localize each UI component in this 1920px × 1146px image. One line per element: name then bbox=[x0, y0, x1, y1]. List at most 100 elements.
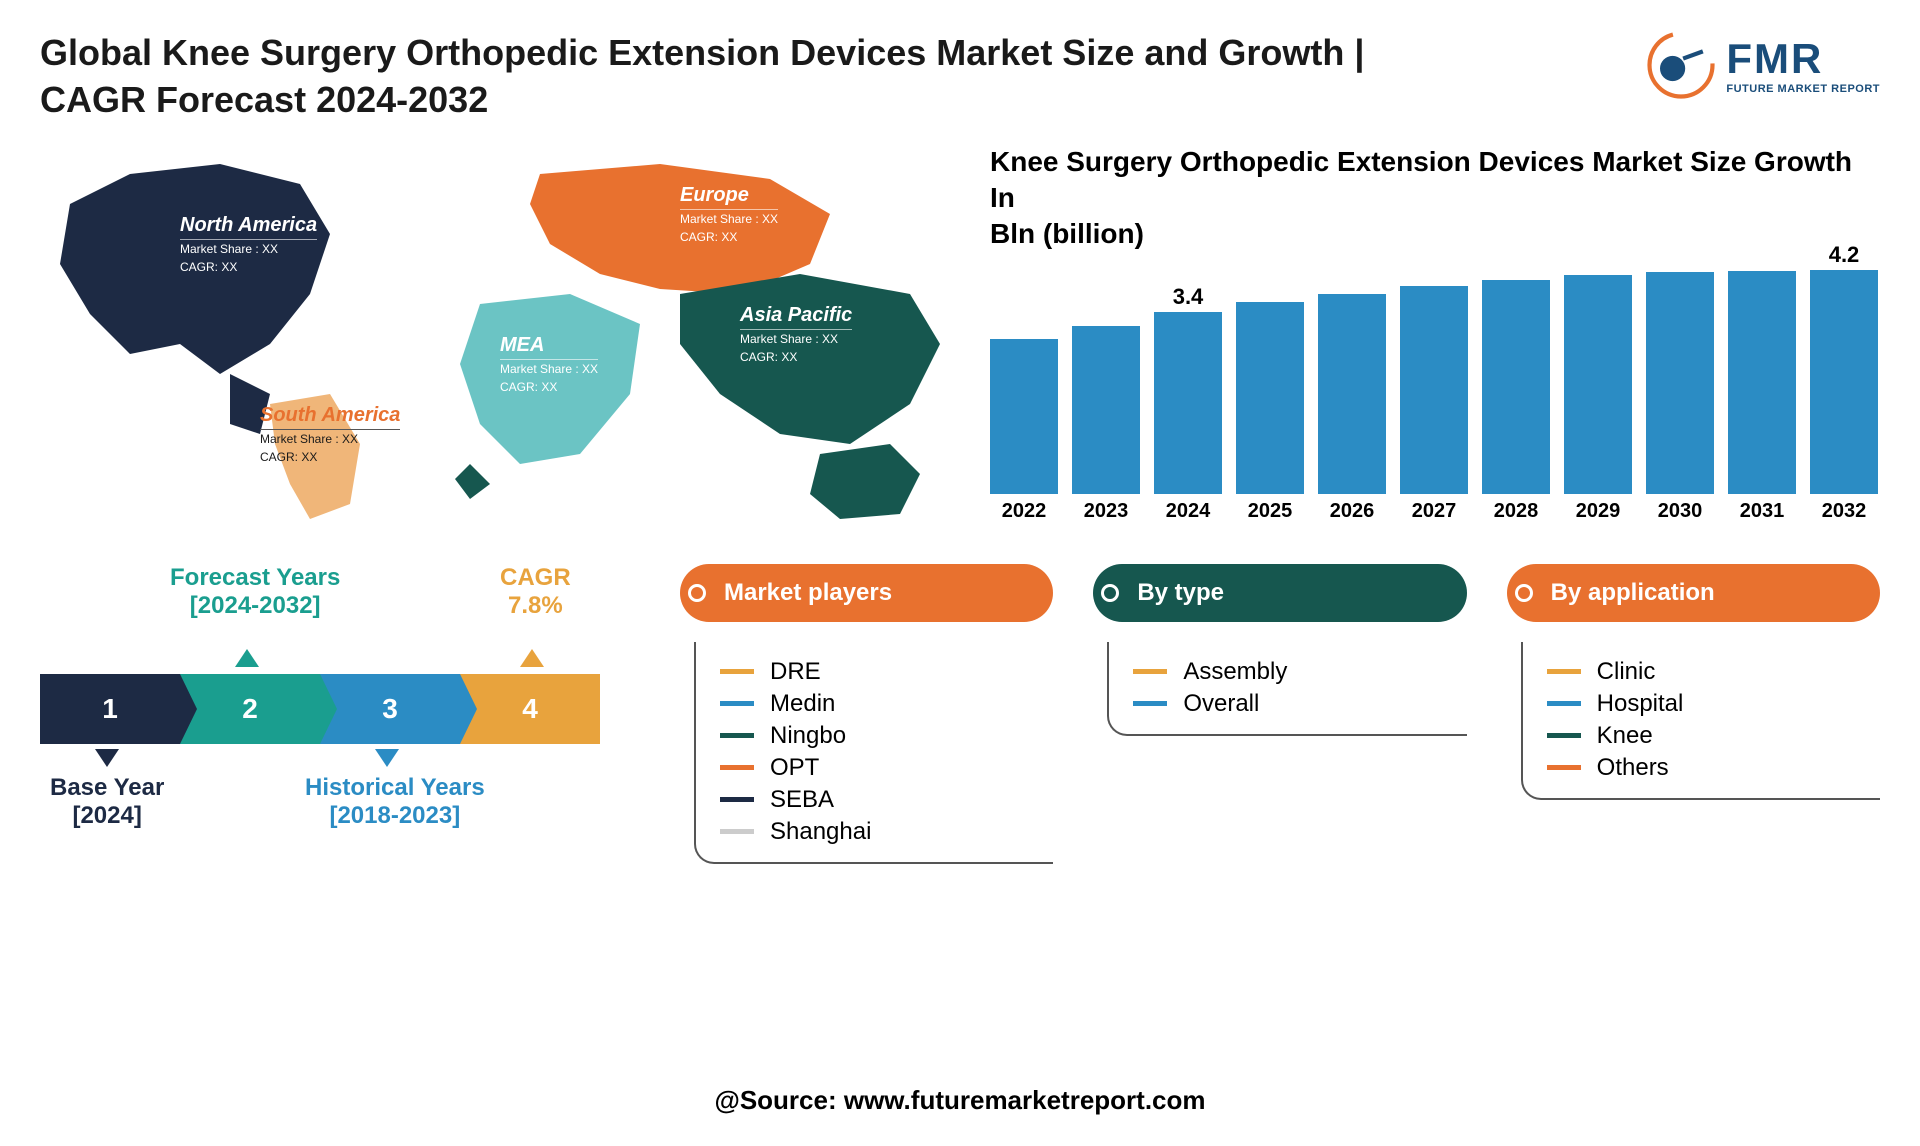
pill-list: DRE Medin Ningbo OPT SEBA Shanghai bbox=[694, 642, 1053, 864]
map-label-sa: South America Market Share : XX CAGR: XX bbox=[260, 404, 400, 464]
list-item: Ningbo bbox=[720, 722, 1053, 750]
list-item-label: Clinic bbox=[1597, 658, 1656, 686]
base-year-label: Base Year[2024] bbox=[50, 774, 164, 830]
top-section: North America Market Share : XX CAGR: XX… bbox=[40, 144, 1880, 524]
pill-list: Clinic Hospital Knee Others bbox=[1521, 642, 1880, 800]
list-item: Hospital bbox=[1547, 690, 1880, 718]
bar-year-label: 2031 bbox=[1740, 500, 1785, 523]
bar-year-label: 2024 bbox=[1166, 500, 1211, 523]
category-pill: Market players bbox=[680, 564, 1053, 622]
bullet-icon bbox=[1101, 584, 1119, 602]
bar-value-label: 3.4 bbox=[1173, 284, 1204, 310]
source-attribution: @Source: www.futuremarketreport.com bbox=[714, 1085, 1205, 1116]
list-item: Clinic bbox=[1547, 658, 1880, 686]
bullet-icon bbox=[1515, 584, 1533, 602]
logo-text-sub: FUTURE MARKET REPORT bbox=[1726, 83, 1880, 95]
bar-year-label: 2029 bbox=[1576, 500, 1621, 523]
list-item: DRE bbox=[720, 658, 1053, 686]
dash-icon bbox=[1547, 733, 1581, 738]
timeline-seg-4: 4 bbox=[460, 674, 600, 744]
by-type-col: By type Assembly Overall bbox=[1093, 564, 1466, 736]
bar bbox=[1400, 286, 1468, 494]
list-item-label: SEBA bbox=[770, 786, 834, 814]
list-item: SEBA bbox=[720, 786, 1053, 814]
list-item-label: Others bbox=[1597, 754, 1669, 782]
page-title: Global Knee Surgery Orthopedic Extension… bbox=[40, 30, 1440, 124]
logo-text-fmr: FMR bbox=[1726, 35, 1880, 83]
world-map: North America Market Share : XX CAGR: XX… bbox=[40, 144, 960, 524]
dash-icon bbox=[1133, 669, 1167, 674]
arrow-down-icon bbox=[95, 749, 119, 767]
timeline-bar: 1 2 3 4 bbox=[40, 674, 600, 744]
timeline-seg-3: 3 bbox=[320, 674, 460, 744]
bar-value-label: 4.2 bbox=[1829, 242, 1860, 268]
bar-column: 2031 bbox=[1728, 271, 1796, 523]
bar-column: 2023 bbox=[1072, 326, 1140, 523]
bullet-icon bbox=[688, 584, 706, 602]
arrow-up-icon bbox=[235, 649, 259, 667]
bar-year-label: 2032 bbox=[1822, 500, 1867, 523]
dash-icon bbox=[720, 701, 754, 706]
bar-column: 3.42024 bbox=[1154, 312, 1222, 522]
category-pill: By application bbox=[1507, 564, 1880, 622]
bar-year-label: 2025 bbox=[1248, 500, 1293, 523]
list-item: Assembly bbox=[1133, 658, 1466, 686]
bar-column: 2030 bbox=[1646, 272, 1714, 522]
timeline-seg-1: 1 bbox=[40, 674, 180, 744]
list-item: Medin bbox=[720, 690, 1053, 718]
bars-container: 202220233.420242025202620272028202920302… bbox=[990, 263, 1880, 523]
bar-column: 4.22032 bbox=[1810, 270, 1878, 523]
bar-year-label: 2030 bbox=[1658, 500, 1703, 523]
list-item-label: Assembly bbox=[1183, 658, 1287, 686]
list-item: Knee bbox=[1547, 722, 1880, 750]
list-item: Shanghai bbox=[720, 818, 1053, 846]
chart-title: Knee Surgery Orthopedic Extension Device… bbox=[990, 144, 1880, 253]
bar bbox=[1810, 270, 1878, 494]
bar bbox=[1236, 302, 1304, 494]
list-item-label: Shanghai bbox=[770, 818, 871, 846]
list-item-label: Ningbo bbox=[770, 722, 846, 750]
dash-icon bbox=[1547, 701, 1581, 706]
category-pill: By type bbox=[1093, 564, 1466, 622]
list-item-label: Knee bbox=[1597, 722, 1653, 750]
logo: FMR FUTURE MARKET REPORT bbox=[1646, 30, 1880, 100]
pill-title: By type bbox=[1137, 579, 1224, 607]
header: Global Knee Surgery Orthopedic Extension… bbox=[40, 30, 1880, 124]
bar-column: 2025 bbox=[1236, 302, 1304, 523]
list-item-label: DRE bbox=[770, 658, 821, 686]
bar bbox=[1318, 294, 1386, 494]
cagr-label: CAGR7.8% bbox=[500, 564, 571, 620]
bar bbox=[990, 339, 1058, 494]
dash-icon bbox=[720, 765, 754, 770]
bar bbox=[1154, 312, 1222, 493]
bar-column: 2026 bbox=[1318, 294, 1386, 523]
bar-column: 2028 bbox=[1482, 280, 1550, 522]
bar-year-label: 2022 bbox=[1002, 500, 1047, 523]
timeline: Forecast Years[2024-2032] CAGR7.8% 1 2 3… bbox=[40, 564, 640, 864]
bar-column: 2022 bbox=[990, 339, 1058, 523]
bar-column: 2027 bbox=[1400, 286, 1468, 523]
bar-year-label: 2027 bbox=[1412, 500, 1457, 523]
bar bbox=[1646, 272, 1714, 493]
bar bbox=[1728, 271, 1796, 494]
dash-icon bbox=[1547, 765, 1581, 770]
arrow-up-icon bbox=[520, 649, 544, 667]
map-label-na: North America Market Share : XX CAGR: XX bbox=[180, 214, 317, 274]
market-players-col: Market players DRE Medin Ningbo OPT SEBA Shang… bbox=[680, 564, 1053, 864]
timeline-seg-2: 2 bbox=[180, 674, 320, 744]
list-item: Overall bbox=[1133, 690, 1466, 718]
bar-chart: Knee Surgery Orthopedic Extension Device… bbox=[990, 144, 1880, 524]
arrow-down-icon bbox=[375, 749, 399, 767]
list-item-label: OPT bbox=[770, 754, 819, 782]
list-item-label: Medin bbox=[770, 690, 835, 718]
bar bbox=[1482, 280, 1550, 493]
bottom-section: Forecast Years[2024-2032] CAGR7.8% 1 2 3… bbox=[40, 564, 1880, 864]
dash-icon bbox=[720, 669, 754, 674]
map-label-mea: MEA Market Share : XX CAGR: XX bbox=[500, 334, 598, 394]
bar-column: 2029 bbox=[1564, 275, 1632, 523]
bar-year-label: 2023 bbox=[1084, 500, 1129, 523]
bar bbox=[1072, 326, 1140, 494]
dash-icon bbox=[720, 797, 754, 802]
list-item: OPT bbox=[720, 754, 1053, 782]
bar-year-label: 2026 bbox=[1330, 500, 1375, 523]
